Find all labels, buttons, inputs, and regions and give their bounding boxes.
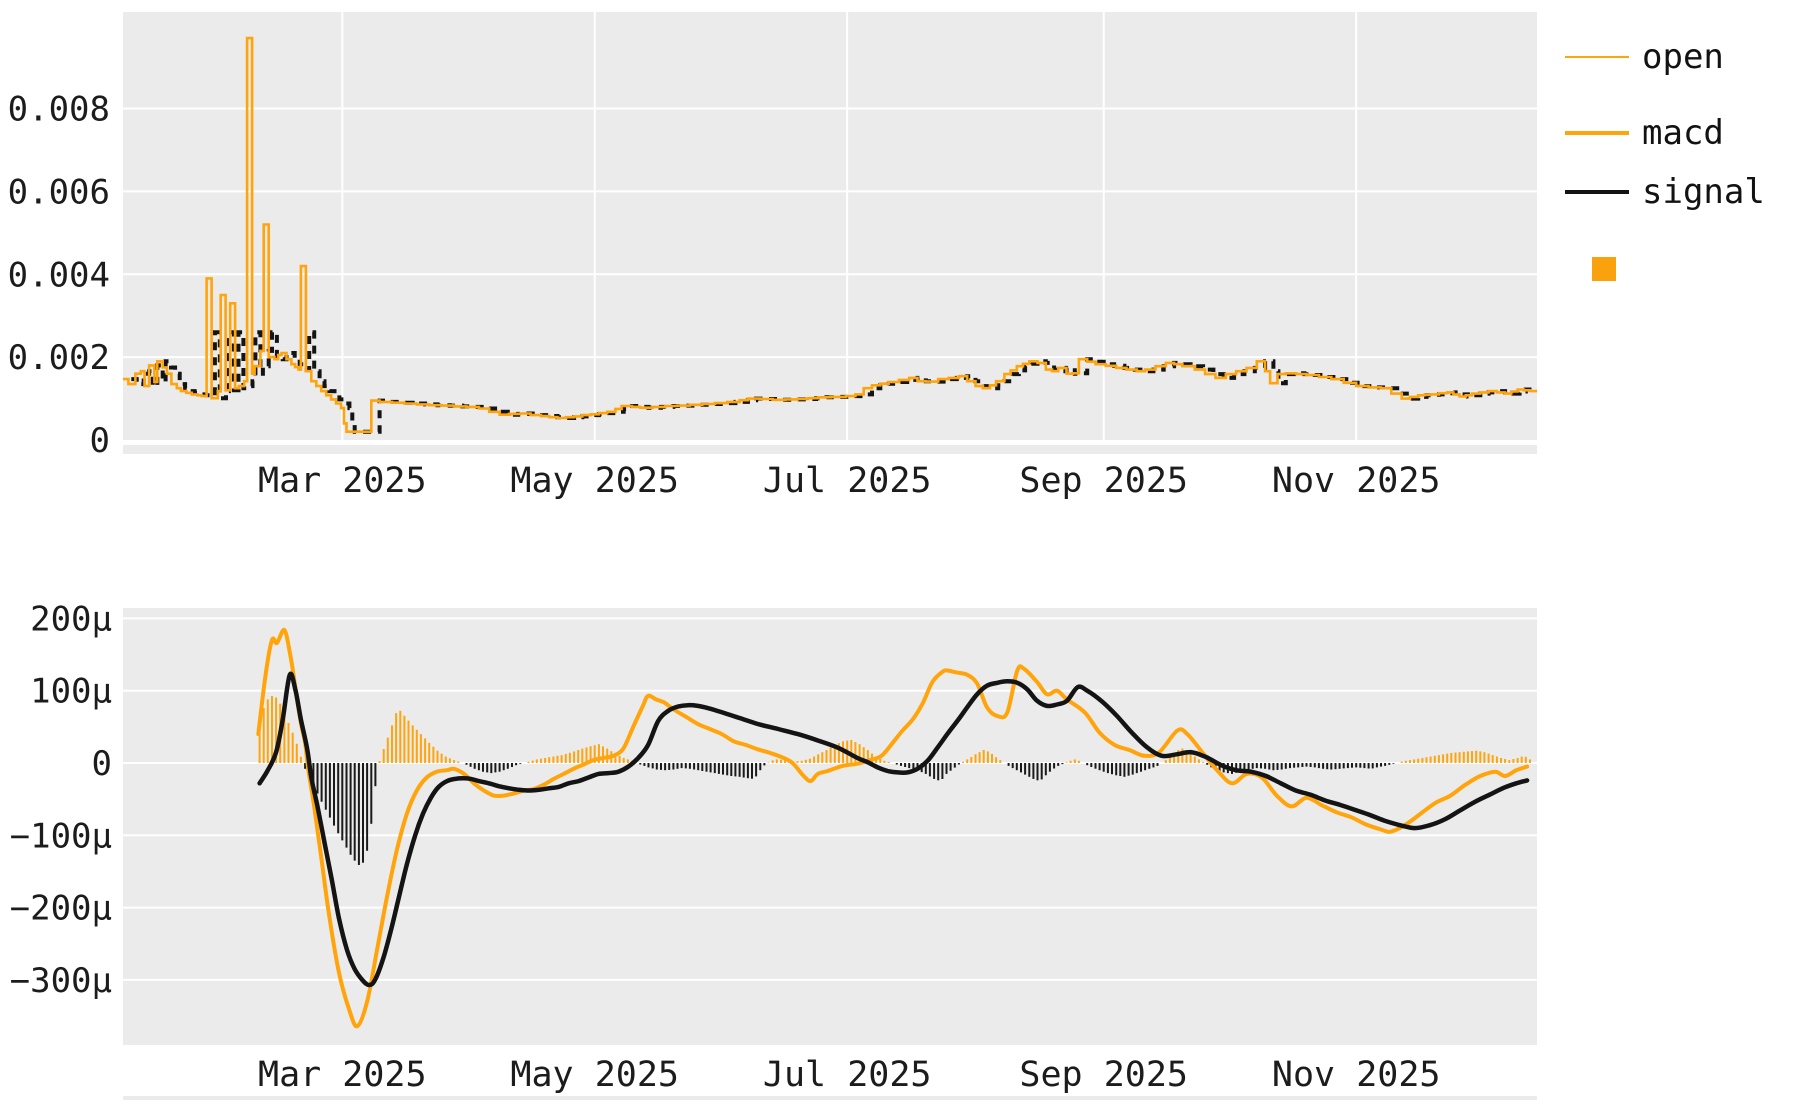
legend-item-histogram bbox=[1592, 257, 1629, 281]
legend-label-open: open bbox=[1642, 37, 1724, 77]
macd-y-tick-label: 100µ bbox=[30, 672, 112, 712]
macd-y-tick-label: −100µ bbox=[10, 816, 112, 856]
macd-x-tick-label: Jul 2025 bbox=[763, 1055, 932, 1095]
legend-label-macd: macd bbox=[1642, 113, 1724, 153]
macd-y-tick-label: −300µ bbox=[10, 961, 112, 1001]
price-x-tick-label: Mar 2025 bbox=[258, 461, 427, 501]
price-y-tick-label: 0.006 bbox=[8, 172, 110, 212]
macd-y-tick-label: 0 bbox=[92, 744, 112, 784]
macd-y-tick-label: −200µ bbox=[10, 889, 112, 929]
price-y-tick-label: 0.008 bbox=[8, 90, 110, 130]
price-x-tick-label: Nov 2025 bbox=[1272, 461, 1441, 501]
price-y-tick-label: 0.002 bbox=[8, 338, 110, 378]
legend-item-open: open bbox=[1565, 40, 1724, 74]
signal-line bbox=[257, 671, 1530, 988]
macd-line-sample bbox=[1565, 131, 1629, 135]
price-x-tick-label: Sep 2025 bbox=[1019, 461, 1188, 501]
legend-label-signal: signal bbox=[1642, 172, 1765, 212]
price-x-tick-label: Jul 2025 bbox=[763, 461, 932, 501]
macd-x-tick-label: Sep 2025 bbox=[1019, 1055, 1188, 1095]
price-plot-area bbox=[123, 12, 1537, 440]
histogram-patch-icon bbox=[1592, 257, 1616, 281]
price-y-tick-label: 0 bbox=[90, 421, 110, 461]
legend-item-macd: macd bbox=[1565, 116, 1724, 150]
axes-strip bbox=[123, 1096, 1537, 1100]
legend: open macd signal bbox=[1565, 0, 1800, 320]
macd-x-tick-label: May 2025 bbox=[510, 1055, 679, 1095]
legend-item-signal: signal bbox=[1565, 175, 1765, 209]
macd-y-tick-label: 200µ bbox=[30, 599, 112, 639]
axes-strip bbox=[123, 445, 1537, 454]
open-line-sample bbox=[1565, 56, 1629, 58]
macd-chart: 200µ 100µ 0 −100µ −200µ −300µ Mar 2025 May 2025… bbox=[10, 599, 1537, 1095]
price-y-tick-label: 0.004 bbox=[8, 255, 110, 295]
price-x-tick-label: May 2025 bbox=[510, 461, 679, 501]
signal-line-sample bbox=[1565, 190, 1629, 194]
macd-x-tick-label: Nov 2025 bbox=[1272, 1055, 1441, 1095]
price-chart: 0 0.002 0.004 0.006 0.008 Mar 2025 May 2025 Jul… bbox=[8, 12, 1537, 501]
open-line bbox=[123, 36, 1537, 433]
macd-x-tick-label: Mar 2025 bbox=[258, 1055, 427, 1095]
